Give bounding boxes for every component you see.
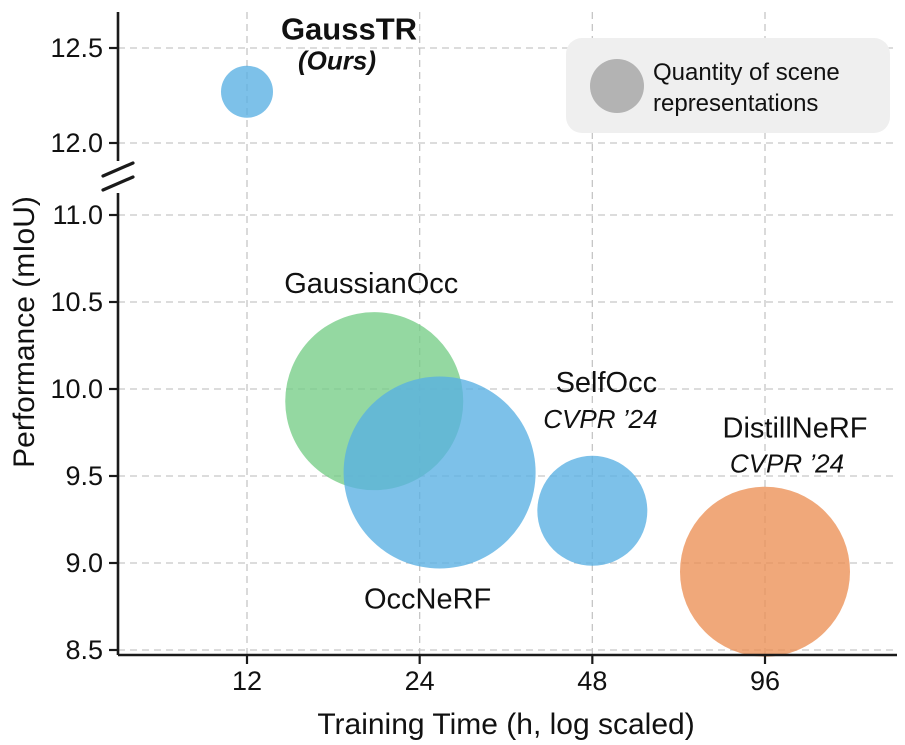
point-label-gausstr: GaussTR [281, 12, 417, 47]
bubble-gausstr [221, 65, 273, 118]
point-label-distillnerf: DistillNeRF [723, 413, 868, 445]
point-sublabel-gausstr: (Ours) [298, 46, 376, 76]
point-sublabel-distillnerf: CVPR ’24 [730, 449, 844, 479]
axis-layer [101, 12, 897, 664]
x-tick-label: 96 [750, 666, 780, 696]
y-tick-label: 8.5 [65, 635, 103, 665]
y-tick-label: 10.0 [50, 374, 103, 404]
y-tick-label: 9.5 [65, 461, 103, 491]
y-tick-label: 11.0 [52, 200, 103, 230]
label-layer: 12 24 48 96 8.5 9.0 9.5 10.0 10.5 11.0 12.0 12.5 Gau… [50, 12, 867, 696]
legend-label-line2: representations [653, 90, 818, 117]
x-tick-label: 24 [405, 666, 435, 696]
bubble-layer [221, 65, 850, 657]
x-tick-label: 12 [232, 666, 262, 696]
legend-label-line1: Quantity of scene [653, 59, 840, 86]
legend-bubble-icon [590, 59, 644, 113]
x-tick-label: 48 [577, 666, 607, 696]
bubble-distillnerf [680, 486, 850, 657]
bubble-selfocc [537, 455, 648, 566]
axis-break-icon [101, 175, 135, 192]
legend-box [566, 38, 890, 133]
y-axis-label: Performance (mIoU) [8, 196, 41, 468]
point-label-selfocc: SelfOcc [556, 367, 658, 399]
x-axis-label: Training Time (h, log scaled) [317, 708, 694, 741]
point-label-gaussianocc: GaussianOcc [284, 268, 458, 300]
axis-break-icon [101, 161, 135, 178]
point-label-occnerf: OccNeRF [364, 584, 491, 616]
legend: Quantity of scene representations [566, 38, 890, 133]
bubble-occnerf [343, 376, 536, 569]
y-tick-label: 12.0 [50, 128, 103, 158]
y-tick-label: 10.5 [50, 287, 103, 317]
point-sublabel-selfocc: CVPR ’24 [543, 404, 657, 434]
y-tick-label: 9.0 [65, 548, 103, 578]
y-tick-label: 12.5 [50, 33, 103, 63]
